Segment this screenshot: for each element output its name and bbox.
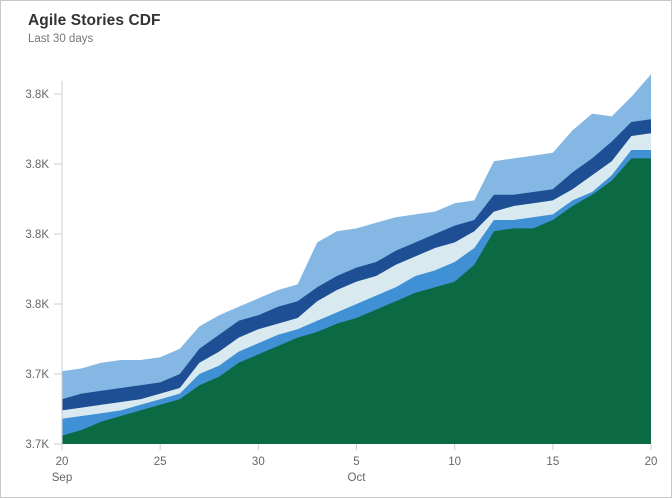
x-tick-label: 20 (56, 456, 69, 468)
x-month-label: Oct (348, 472, 367, 484)
widget-subtitle: Last 30 days (28, 33, 94, 45)
y-tick-label: 3.7K (25, 439, 49, 451)
widget-title: Agile Stories CDF (28, 12, 161, 29)
x-tick-label: 15 (546, 456, 559, 468)
x-tick-label: 20 (645, 456, 658, 468)
y-tick-label: 3.8K (25, 89, 49, 101)
widget-header: Agile Stories CDF Last 30 days (28, 12, 161, 45)
area-layer-band-1-green (62, 158, 651, 444)
x-month-label: Sep (52, 472, 72, 484)
y-tick-label: 3.8K (25, 299, 49, 311)
y-tick-label: 3.8K (25, 229, 49, 241)
x-tick-label: 10 (448, 456, 461, 468)
x-tick-label: 5 (353, 456, 359, 468)
y-tick-label: 3.8K (25, 159, 49, 171)
x-tick-label: 25 (154, 456, 167, 468)
x-tick-label: 30 (252, 456, 265, 468)
y-tick-label: 3.7K (25, 369, 49, 381)
